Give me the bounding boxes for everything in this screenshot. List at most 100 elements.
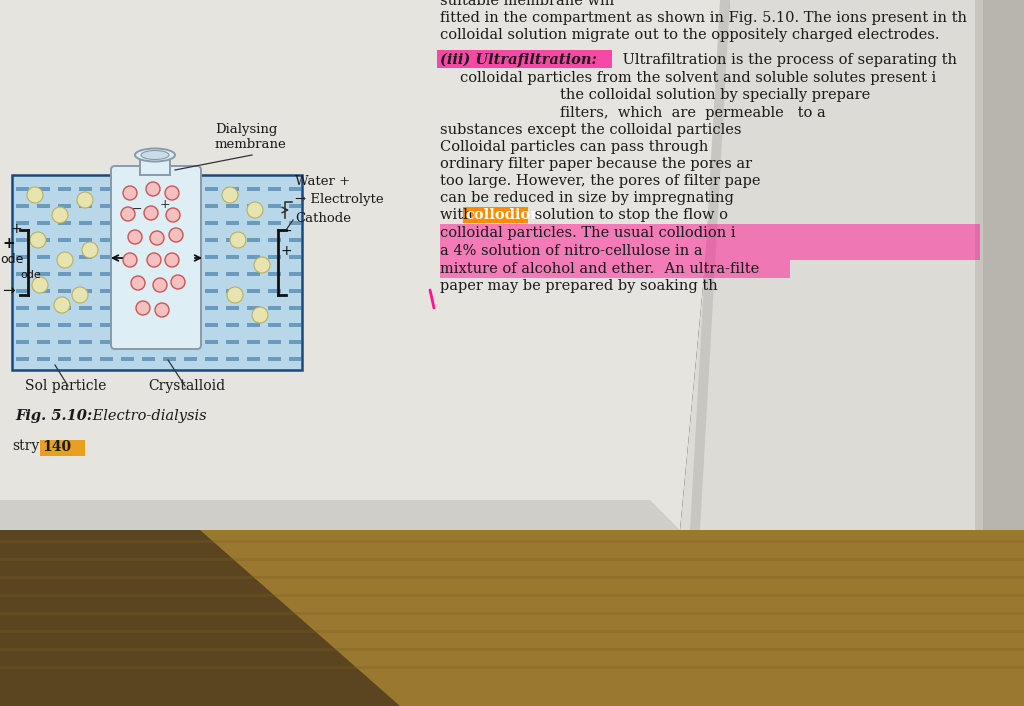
Circle shape: [27, 187, 43, 203]
Bar: [247, 340, 260, 344]
Bar: [58, 289, 71, 293]
Bar: [980, 0, 1024, 530]
Bar: [163, 306, 176, 310]
Bar: [100, 357, 113, 361]
Bar: [100, 204, 113, 208]
Bar: [440, 242, 980, 260]
Bar: [0, 666, 1024, 669]
Circle shape: [165, 186, 179, 200]
Bar: [226, 289, 239, 293]
FancyBboxPatch shape: [111, 166, 201, 349]
Bar: [440, 260, 790, 278]
Text: Sol particle: Sol particle: [25, 379, 106, 393]
Bar: [0, 630, 1024, 633]
Bar: [37, 323, 50, 327]
Polygon shape: [0, 530, 520, 706]
Bar: [289, 204, 302, 208]
Circle shape: [54, 297, 70, 313]
Bar: [437, 50, 612, 68]
Bar: [16, 272, 29, 276]
Circle shape: [144, 206, 158, 220]
Bar: [163, 255, 176, 259]
Bar: [37, 238, 50, 242]
Bar: [289, 238, 302, 242]
Bar: [16, 357, 29, 361]
Text: colloidal particles. The usual collodion i: colloidal particles. The usual collodion…: [440, 226, 735, 240]
Bar: [247, 306, 260, 310]
Polygon shape: [690, 0, 730, 530]
Bar: [37, 272, 50, 276]
Bar: [100, 255, 113, 259]
Bar: [121, 289, 134, 293]
Bar: [58, 204, 71, 208]
Circle shape: [252, 307, 268, 323]
Bar: [100, 340, 113, 344]
Text: −: −: [132, 203, 142, 215]
Bar: [37, 204, 50, 208]
Circle shape: [121, 207, 135, 221]
Bar: [79, 221, 92, 225]
Bar: [247, 289, 260, 293]
Bar: [289, 221, 302, 225]
Text: →: →: [2, 283, 14, 298]
Circle shape: [131, 276, 145, 290]
Bar: [268, 255, 281, 259]
Text: mixture of alcohol and ether.: mixture of alcohol and ether.: [440, 262, 654, 276]
Bar: [0, 558, 1024, 561]
Bar: [289, 306, 302, 310]
Text: An ultra-filte: An ultra-filte: [660, 262, 759, 276]
Bar: [121, 357, 134, 361]
Bar: [79, 272, 92, 276]
Bar: [0, 648, 1024, 651]
Circle shape: [123, 186, 137, 200]
Bar: [58, 306, 71, 310]
Bar: [184, 272, 197, 276]
Bar: [79, 204, 92, 208]
Bar: [184, 204, 197, 208]
Circle shape: [82, 242, 98, 258]
Bar: [247, 204, 260, 208]
Bar: [975, 0, 983, 530]
Bar: [121, 238, 134, 242]
Bar: [226, 221, 239, 225]
Bar: [268, 289, 281, 293]
Bar: [142, 272, 155, 276]
Bar: [289, 357, 302, 361]
Text: suitable membrane whi: suitable membrane whi: [440, 0, 614, 8]
Bar: [79, 289, 92, 293]
Text: colloidal particles from the solvent and soluble solutes present i: colloidal particles from the solvent and…: [460, 71, 936, 85]
Bar: [100, 238, 113, 242]
Bar: [16, 255, 29, 259]
Bar: [463, 207, 528, 223]
Circle shape: [254, 257, 270, 273]
Bar: [247, 255, 260, 259]
Bar: [163, 357, 176, 361]
Ellipse shape: [141, 150, 169, 160]
Text: +: +: [281, 244, 293, 258]
Bar: [247, 272, 260, 276]
Bar: [79, 187, 92, 191]
Bar: [121, 221, 134, 225]
Text: 140: 140: [42, 440, 71, 454]
Bar: [58, 255, 71, 259]
Bar: [37, 340, 50, 344]
Text: Crystalloid: Crystalloid: [148, 379, 225, 393]
Circle shape: [136, 301, 150, 315]
Text: ode: ode: [0, 253, 24, 266]
Bar: [40, 440, 85, 456]
Bar: [142, 289, 155, 293]
Bar: [205, 289, 218, 293]
Bar: [268, 204, 281, 208]
Bar: [226, 272, 239, 276]
Bar: [121, 272, 134, 276]
Bar: [247, 221, 260, 225]
Bar: [163, 272, 176, 276]
Bar: [100, 221, 113, 225]
Circle shape: [57, 252, 73, 268]
Bar: [205, 221, 218, 225]
Bar: [0, 612, 1024, 615]
Bar: [163, 340, 176, 344]
Bar: [268, 323, 281, 327]
Circle shape: [150, 231, 164, 245]
Bar: [37, 255, 50, 259]
